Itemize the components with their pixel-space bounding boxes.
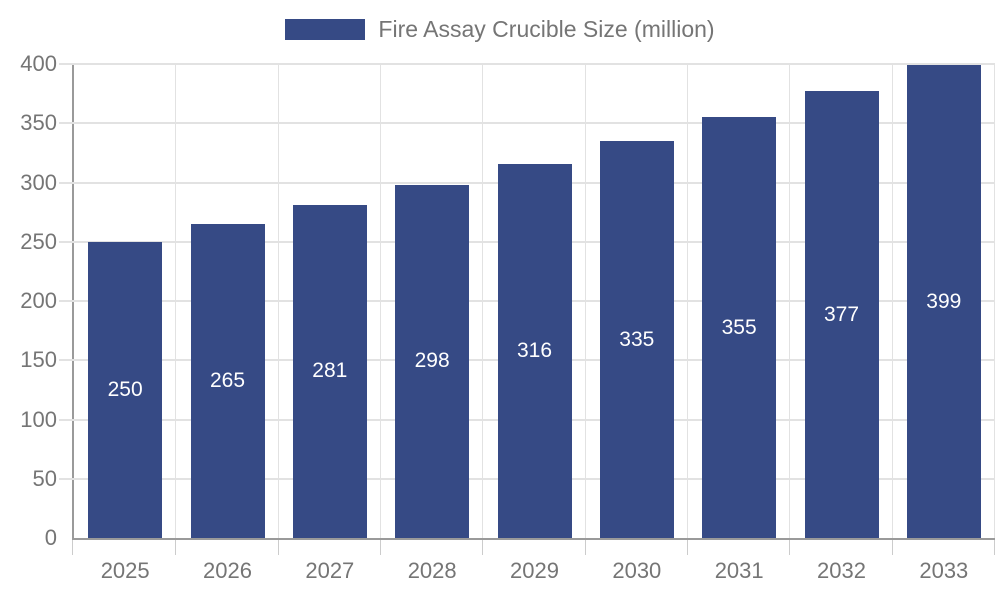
x-gridline [789,64,791,538]
bar-value-label: 335 [619,327,655,351]
x-axis-tick [994,540,995,555]
x-axis-tick [175,540,177,555]
x-gridline [891,64,893,538]
y-tick-label: 400 [20,51,57,76]
bar: 250 [88,241,163,538]
x-axis-tick [72,540,73,555]
x-tick-label: 2031 [714,558,764,583]
x-gridline [380,64,381,538]
x-tick-label: 2025 [100,558,150,583]
x-tick-label: 2028 [407,558,457,583]
legend: Fire Assay Crucible Size (million) [0,16,1000,43]
plot-area: 0 50 100 150 200 250 300 350 400 250 2025 265 2026 28… [20,53,995,582]
bar: 399 [906,65,981,538]
x-tick-label: 2030 [612,558,662,583]
y-tick-label: 300 [20,169,57,195]
bar-value-label: 250 [107,377,143,401]
x-tick-label: 2033 [919,558,969,583]
x-gridline [175,64,177,538]
legend-label: Fire Assay Crucible Size (million) [378,16,715,42]
bar-value-label: 355 [721,315,757,339]
bar-value-label: 281 [312,359,348,383]
y-tick-label: 0 [44,525,57,550]
y-tick-label: 50 [32,465,57,491]
x-axis-tick [277,540,279,555]
bar: 298 [395,184,470,538]
y-gridline [59,63,995,65]
bar-value-label: 316 [516,338,553,362]
bar-value-label: 265 [209,368,246,392]
x-axis-tick [380,540,381,555]
x-tick-label: 2032 [817,558,866,583]
x-gridline [584,64,586,538]
x-axis-tick [891,540,893,555]
bar: 281 [292,205,367,538]
x-tick-label: 2029 [510,558,559,583]
bar: 377 [804,91,879,538]
x-tick-label: 2027 [305,558,355,583]
x-axis-tick [584,540,586,555]
bar: 316 [497,163,572,538]
bar: 335 [599,141,674,538]
x-gridline [687,64,688,538]
bar-value-label: 377 [823,302,860,326]
y-tick-label: 350 [20,110,57,136]
x-axis-tick [482,540,484,555]
y-tick-label: 150 [20,347,57,373]
y-tick-label: 250 [20,228,57,254]
x-gridline [482,64,484,538]
legend-swatch [285,19,366,40]
x-gridline [994,64,995,538]
bar-value-label: 399 [926,289,962,313]
x-tick-label: 2026 [203,558,252,583]
bar-value-label: 298 [414,349,450,373]
x-axis-tick [687,540,688,555]
x-axis-tick [789,540,791,555]
bar: 355 [702,117,777,538]
y-tick-label: 200 [20,288,57,313]
y-tick-label: 100 [20,406,57,432]
x-gridline [277,64,279,538]
bar: 265 [190,223,265,538]
